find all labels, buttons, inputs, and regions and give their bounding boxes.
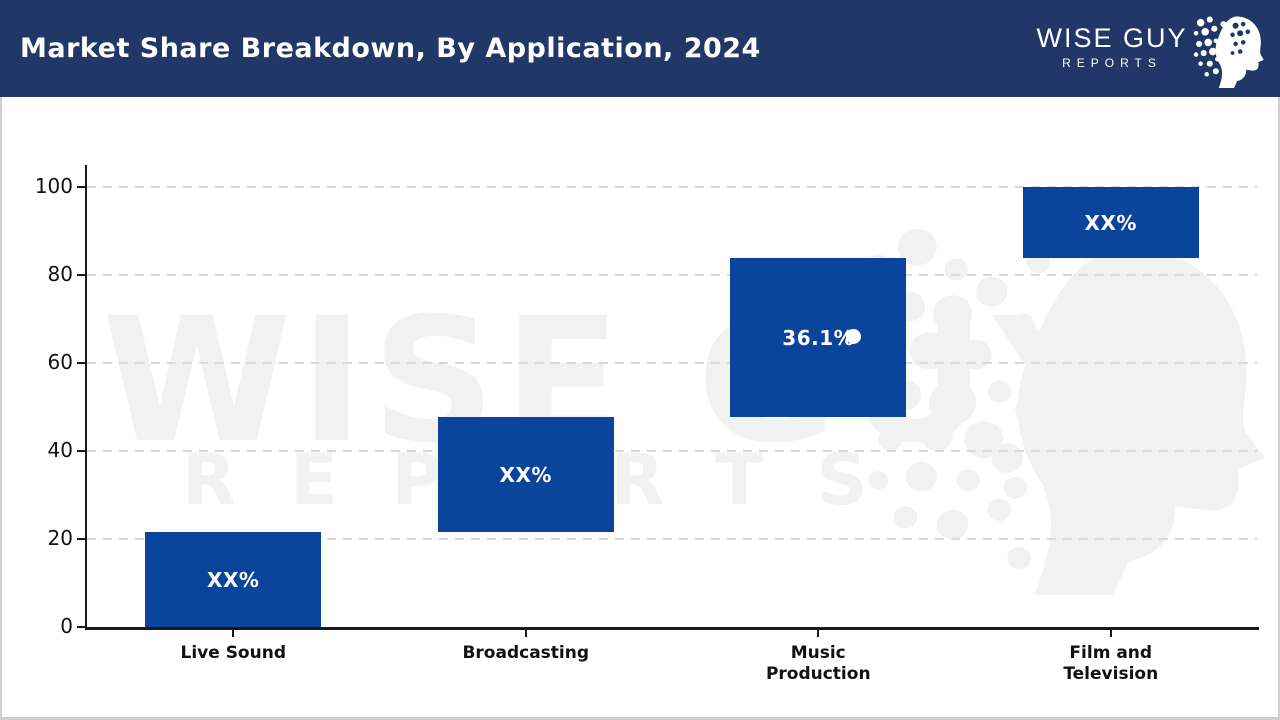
y-tick-60: [77, 362, 85, 364]
x-axis-label-music-production: Music Production: [765, 643, 871, 685]
bar-live-sound: XX%: [145, 532, 322, 627]
y-tick-label-0: 0: [60, 614, 73, 638]
column-live-sound: XX%: [87, 165, 380, 627]
gridline-20: [87, 538, 1257, 540]
y-tick-20: [77, 538, 85, 540]
column-broadcasting: XX%: [380, 165, 673, 627]
y-tick-label-80: 80: [47, 262, 73, 286]
plot-area: 0 20 40 60 80 100 XX% Live Sound XX% Broadcasting…: [35, 165, 1259, 684]
y-tick-label-60: 60: [47, 350, 73, 374]
brand-subtitle: REPORTS: [1062, 55, 1162, 70]
y-tick-label-100: 100: [34, 174, 73, 198]
brand-name: WISE GUY: [1036, 23, 1188, 53]
y-tick-40: [77, 450, 85, 452]
bar-label-film-and-television: XX%: [1084, 210, 1137, 235]
x-axis-label-live-sound: Live Sound: [180, 643, 287, 663]
x-axis-label-film-and-television: Film and Television: [1063, 643, 1159, 685]
x-tick-music-production: [817, 630, 820, 637]
gridline-40: [87, 450, 1257, 452]
x-tick-film-and-television: [1109, 630, 1112, 637]
column-film-and-television: XX%: [965, 165, 1258, 627]
gridline-100: [87, 186, 1257, 188]
brand-head-icon: [1193, 16, 1264, 89]
gridline-60: [87, 362, 1257, 364]
x-axis: [85, 627, 1259, 630]
header-bar: Market Share Breakdown, By Application, …: [0, 0, 1280, 97]
page-title: Market Share Breakdown, By Application, …: [20, 33, 761, 64]
column-music-production: 36.1%: [672, 165, 965, 627]
x-axis-label-broadcasting: Broadcasting: [462, 643, 590, 663]
brand-logo: WISE GUY REPORTS: [1026, 8, 1266, 92]
y-tick-0: [77, 626, 85, 628]
brand-logo-text: WISE GUY REPORTS: [1026, 23, 1198, 70]
bar-music-production: 36.1%: [730, 258, 907, 418]
bar-label-live-sound: XX%: [207, 567, 260, 592]
x-tick-broadcasting: [524, 630, 527, 637]
gridline-80: [87, 274, 1257, 276]
y-tick-100: [77, 186, 85, 188]
y-tick-80: [77, 274, 85, 276]
bar-label-music-production: 36.1%: [782, 325, 855, 350]
bar-film-and-television: XX%: [1022, 187, 1199, 259]
y-axis: [85, 165, 87, 629]
watermark-dot: [846, 329, 861, 344]
y-tick-label-40: 40: [47, 438, 73, 462]
bar-broadcasting: XX%: [437, 417, 614, 533]
y-tick-label-20: 20: [47, 526, 73, 550]
x-tick-live-sound: [232, 630, 235, 637]
bar-label-broadcasting: XX%: [499, 462, 552, 487]
